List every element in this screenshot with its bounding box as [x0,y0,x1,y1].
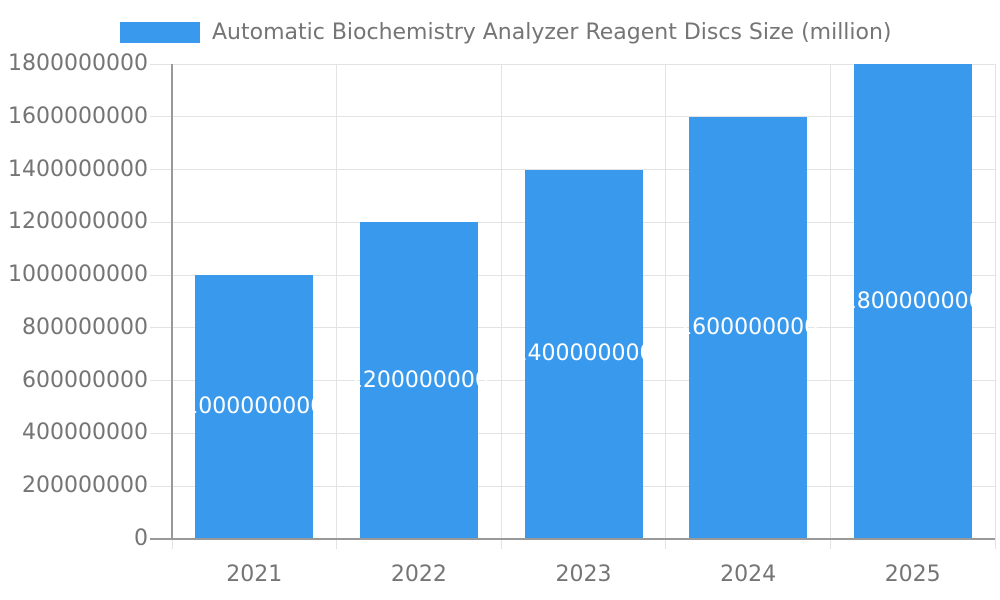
bar-value-label: 1800000000 [842,288,983,314]
bar: 1800000000 [843,64,983,539]
bar-value-label: 1600000000 [678,314,819,340]
legend: Automatic Biochemistry Analyzer Reagent … [120,20,892,45]
y-tick-label: 1600000000 [8,103,148,129]
x-axis-line [150,538,995,540]
y-tick-label: 800000000 [22,314,148,340]
y-tick-label: 1400000000 [8,156,148,182]
bar: 1200000000 [349,222,489,539]
x-gridline [500,64,502,549]
legend-label: Automatic Biochemistry Analyzer Reagent … [212,20,892,45]
y-tick-label: 0 [134,526,148,551]
x-tick-label: 2024 [720,562,777,587]
bar: 1000000000 [184,275,324,539]
x-tick-label: 2023 [555,562,612,587]
legend-swatch [120,22,200,43]
x-gridline [665,64,667,549]
bar-value-label: 1400000000 [513,341,654,367]
x-gridline [829,64,831,549]
y-tick-label: 1000000000 [8,262,148,288]
y-axis-line [171,64,173,539]
y-tick-label: 400000000 [22,420,148,446]
y-tick-label: 1200000000 [8,209,148,235]
y-gridline [150,63,995,65]
x-tick-label: 2025 [884,562,941,587]
y-tick-label: 600000000 [22,367,148,393]
bar-value-label: 1200000000 [348,367,489,393]
y-tick-label: 200000000 [22,473,148,499]
x-gridline [336,64,338,549]
x-tick-label: 2022 [390,562,447,587]
bar: 1400000000 [514,169,653,539]
y-tick-label: 1800000000 [8,51,148,76]
y-gridline [150,116,995,118]
bar: 1600000000 [678,116,818,539]
x-gridline [994,64,996,549]
bar-value-label: 1000000000 [184,394,325,420]
x-tick-label: 2021 [226,562,283,587]
